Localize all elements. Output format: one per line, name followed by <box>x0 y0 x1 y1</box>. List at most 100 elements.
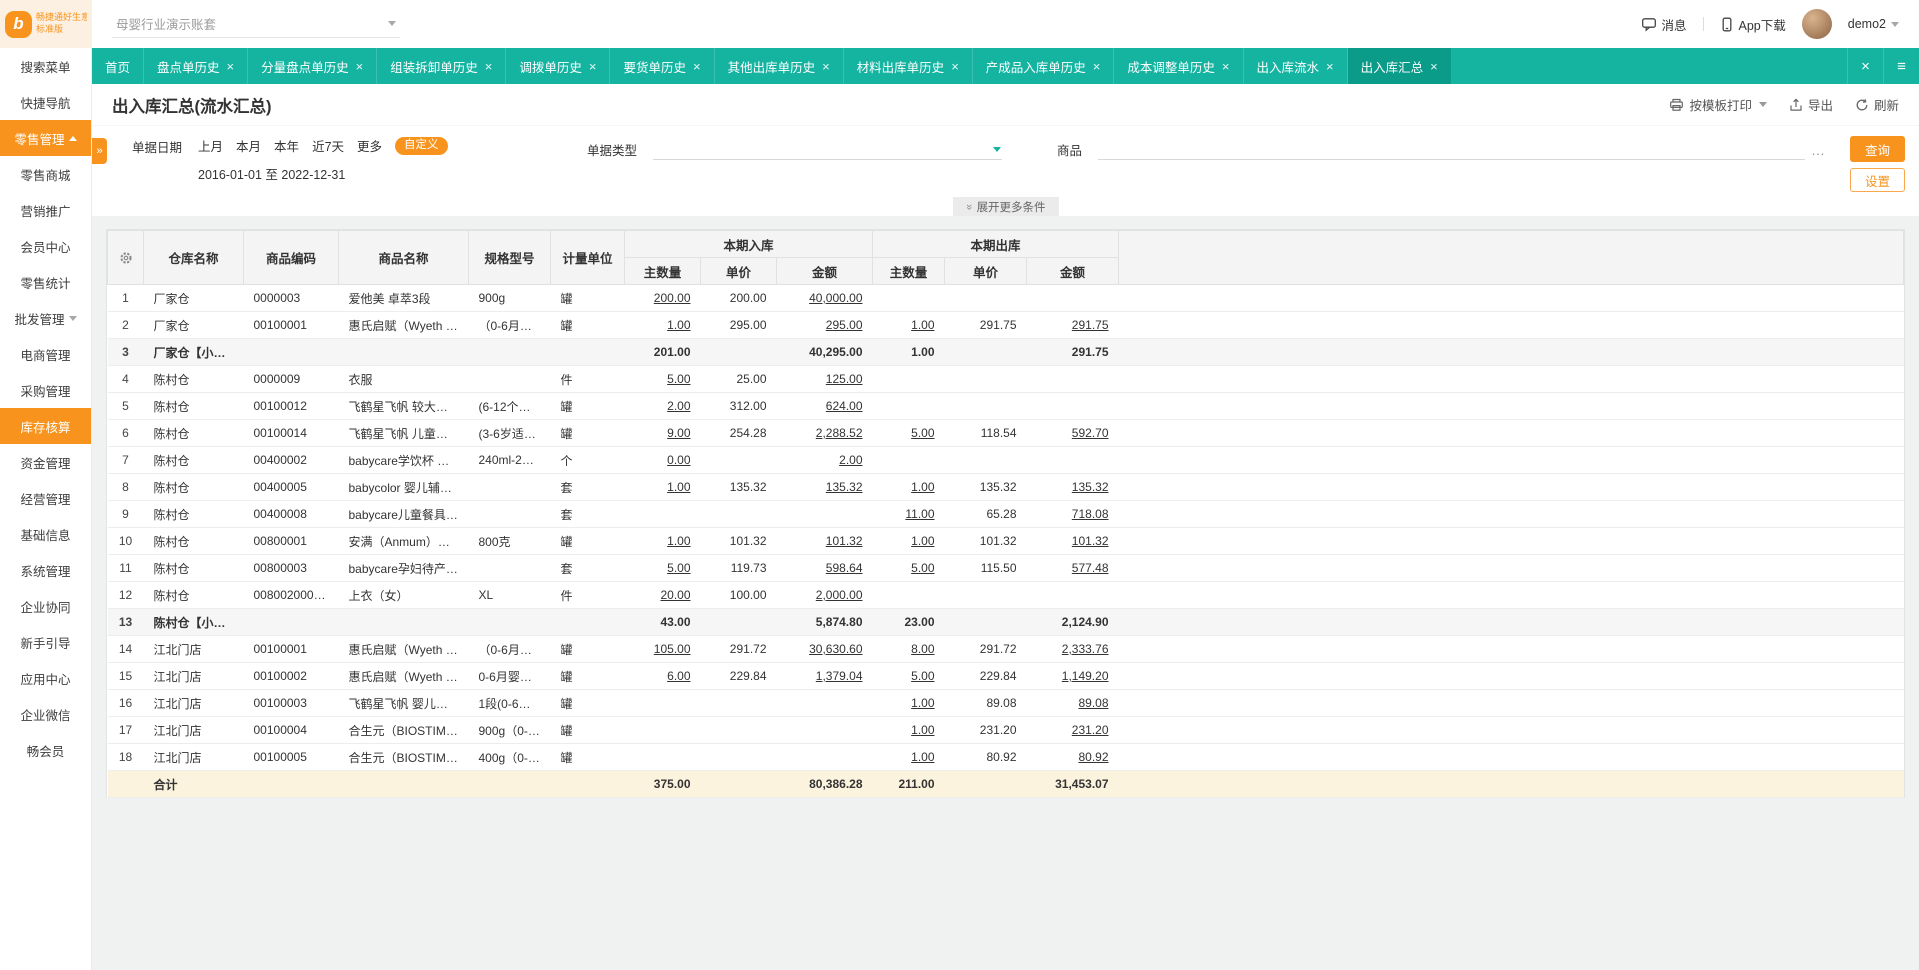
export-button[interactable]: 导出 <box>1789 95 1833 114</box>
tab-close-icon[interactable]: × <box>1326 58 1334 74</box>
amount-link[interactable]: 1,149.20 <box>1061 669 1109 683</box>
tab-要货单历史[interactable]: 要货单历史 × <box>610 48 715 84</box>
sidebar-item-库存核算[interactable]: 库存核算 <box>0 408 91 444</box>
cell-out-amount[interactable]: 135.32 <box>1026 473 1119 501</box>
cell-in-amount[interactable]: 1,379.04 <box>776 662 873 690</box>
amount-link[interactable]: 624.00 <box>825 399 863 413</box>
tab-出入库流水[interactable]: 出入库流水 × <box>1244 48 1348 84</box>
cell-in-qty[interactable]: 20.00 <box>624 581 701 609</box>
sidebar-item-采购管理[interactable]: 采购管理 <box>0 372 91 408</box>
cell-out-qty[interactable]: 11.00 <box>872 500 945 528</box>
amount-link[interactable]: 5.00 <box>911 669 935 683</box>
cell-in-qty[interactable]: 6.00 <box>624 662 701 690</box>
cell-out-amount[interactable]: 718.08 <box>1026 500 1119 528</box>
amount-link[interactable]: 11.00 <box>905 507 935 521</box>
cell-out-qty[interactable]: 5.00 <box>872 554 945 582</box>
amount-link[interactable]: 80.92 <box>1078 750 1109 764</box>
amount-link[interactable]: 135.32 <box>1071 480 1109 494</box>
refresh-button[interactable]: 刷新 <box>1855 95 1899 114</box>
amount-link[interactable]: 5.00 <box>667 372 691 386</box>
cell-in-amount[interactable]: 125.00 <box>776 365 873 393</box>
sidebar-item-搜索菜单[interactable]: 搜索菜单 <box>0 48 91 84</box>
amount-link[interactable]: 0.00 <box>667 453 691 467</box>
cell-out-qty[interactable]: 5.00 <box>872 419 945 447</box>
print-by-template-button[interactable]: 按模板打印 <box>1669 95 1767 114</box>
cell-in-amount[interactable]: 624.00 <box>776 392 873 420</box>
tab-close-icon[interactable]: × <box>1092 58 1101 74</box>
cell-out-qty[interactable]: 1.00 <box>872 689 945 717</box>
date-quick-本月[interactable]: 本月 <box>236 140 262 154</box>
amount-link[interactable]: 2,333.76 <box>1061 642 1109 656</box>
amount-link[interactable]: 291.75 <box>1071 318 1109 332</box>
tab-成本调整单历史[interactable]: 成本调整单历史 × <box>1114 48 1244 84</box>
amount-link[interactable]: 101.32 <box>825 534 863 548</box>
tab-材料出库单历史[interactable]: 材料出库单历史 × <box>844 48 973 84</box>
amount-link[interactable]: 2,000.00 <box>815 588 863 602</box>
tab-close-icon[interactable]: × <box>1430 58 1438 74</box>
amount-link[interactable]: 1.00 <box>911 318 935 332</box>
account-select[interactable]: 母婴行业演示账套 <box>112 10 400 38</box>
tab-close-icon[interactable]: × <box>355 58 364 74</box>
cell-in-qty[interactable]: 0.00 <box>624 446 701 474</box>
cell-in-amount[interactable]: 2.00 <box>776 446 873 474</box>
tab-其他出库单历史[interactable]: 其他出库单历史 × <box>715 48 844 84</box>
amount-link[interactable]: 718.08 <box>1071 507 1109 521</box>
cell-out-amount[interactable]: 577.48 <box>1026 554 1119 582</box>
date-quick-本年[interactable]: 本年 <box>274 140 300 154</box>
amount-link[interactable]: 1,379.04 <box>815 669 863 683</box>
amount-link[interactable]: 1.00 <box>911 534 935 548</box>
tab-close-icon[interactable]: × <box>484 58 493 74</box>
date-range-value[interactable]: 2016-01-01 至 2022-12-31 <box>198 168 346 182</box>
sidebar-item-资金管理[interactable]: 资金管理 <box>0 444 91 480</box>
sidebar-item-企业协同[interactable]: 企业协同 <box>0 588 91 624</box>
amount-link[interactable]: 1.00 <box>667 480 691 494</box>
tab-close-icon[interactable]: × <box>1221 58 1230 74</box>
tab-close-icon[interactable]: × <box>951 58 959 74</box>
tab-close-icon[interactable]: × <box>692 58 701 74</box>
sidebar-item-新手引导[interactable]: 新手引导 <box>0 624 91 660</box>
column-settings-gear-icon[interactable] <box>107 230 144 285</box>
custom-range-badge[interactable]: 自定义 <box>395 136 448 156</box>
cell-out-amount[interactable]: 231.20 <box>1026 716 1119 744</box>
sidebar-item-企业微信[interactable]: 企业微信 <box>0 696 91 732</box>
sidebar-item-批发管理[interactable]: 批发管理 <box>0 300 91 336</box>
amount-link[interactable]: 295.00 <box>825 318 863 332</box>
expand-more-conditions[interactable]: » 展开更多条件 <box>952 197 1059 216</box>
cell-in-amount[interactable]: 40,000.00 <box>776 284 873 312</box>
cell-out-amount[interactable]: 291.75 <box>1026 311 1119 339</box>
cell-out-qty[interactable]: 1.00 <box>872 473 945 501</box>
cell-in-amount[interactable]: 598.64 <box>776 554 873 582</box>
tab-盘点单历史[interactable]: 盘点单历史 × <box>144 48 249 84</box>
date-quick-更多[interactable]: 更多 <box>357 140 383 154</box>
tab-调拨单历史[interactable]: 调拨单历史 × <box>506 48 611 84</box>
cell-out-amount[interactable]: 89.08 <box>1026 689 1119 717</box>
cell-in-amount[interactable]: 2,000.00 <box>776 581 873 609</box>
amount-link[interactable]: 200.00 <box>653 291 691 305</box>
amount-link[interactable]: 20.00 <box>660 588 691 602</box>
amount-link[interactable]: 598.64 <box>825 561 863 575</box>
cell-out-qty[interactable]: 5.00 <box>872 662 945 690</box>
tab-close-icon[interactable]: × <box>226 58 235 74</box>
amount-link[interactable]: 101.32 <box>1071 534 1109 548</box>
sidebar-item-畅会员[interactable]: 畅会员 <box>0 732 91 768</box>
cell-in-qty[interactable]: 1.00 <box>624 527 701 555</box>
amount-link[interactable]: 1.00 <box>911 750 935 764</box>
cell-in-amount[interactable]: 2,288.52 <box>776 419 873 447</box>
amount-link[interactable]: 231.20 <box>1071 723 1109 737</box>
amount-link[interactable]: 1.00 <box>667 318 691 332</box>
tab-产成品入库单历史[interactable]: 产成品入库单历史 × <box>973 48 1115 84</box>
tab-close-icon[interactable]: × <box>822 58 830 74</box>
sidebar-item-会员中心[interactable]: 会员中心 <box>0 228 91 264</box>
amount-link[interactable]: 2.00 <box>667 399 691 413</box>
amount-link[interactable]: 125.00 <box>825 372 863 386</box>
cell-out-qty[interactable]: 1.00 <box>872 716 945 744</box>
cell-in-qty[interactable]: 9.00 <box>624 419 701 447</box>
cell-out-amount[interactable]: 101.32 <box>1026 527 1119 555</box>
tab-组装拆卸单历史[interactable]: 组装拆卸单历史 × <box>377 48 507 84</box>
tab-出入库汇总[interactable]: 出入库汇总 × <box>1347 48 1452 84</box>
cell-out-qty[interactable]: 1.00 <box>872 527 945 555</box>
doc-type-select[interactable] <box>653 139 1002 160</box>
sidebar-item-基础信息[interactable]: 基础信息 <box>0 516 91 552</box>
amount-link[interactable]: 5.00 <box>911 561 935 575</box>
cell-out-qty[interactable]: 1.00 <box>872 311 945 339</box>
